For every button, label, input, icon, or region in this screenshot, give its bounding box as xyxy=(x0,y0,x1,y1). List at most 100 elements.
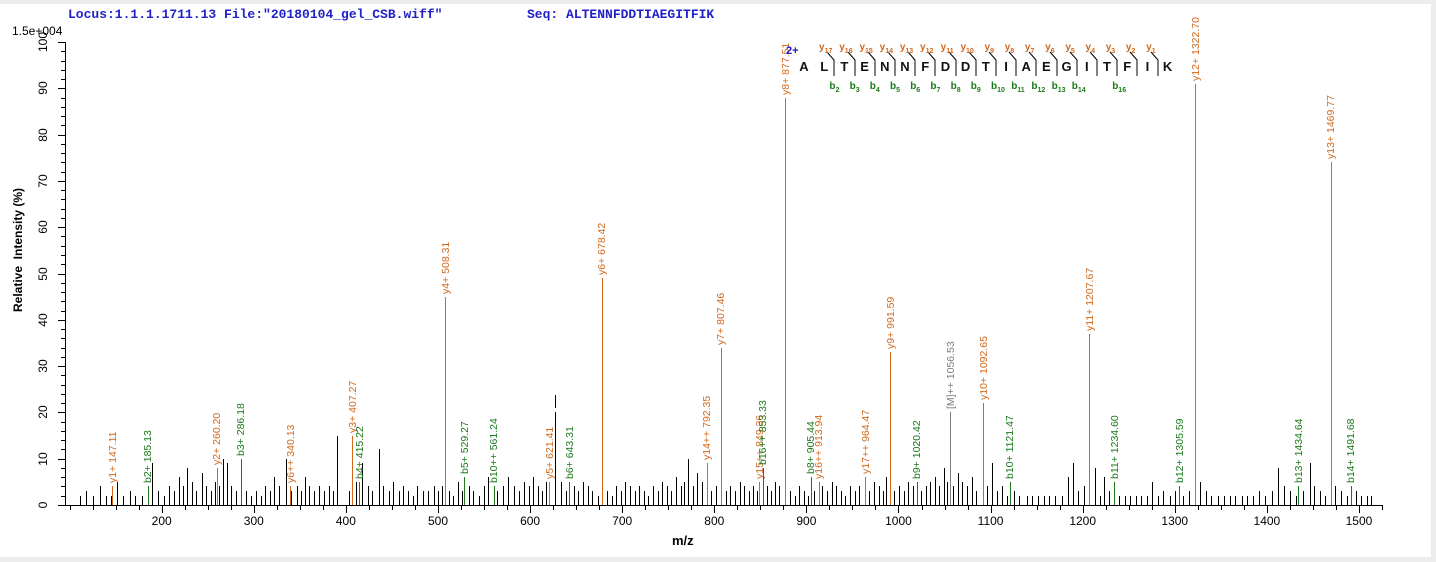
y-tick-label: 50 xyxy=(36,266,50,281)
noise-peak xyxy=(497,491,499,505)
noise-peak xyxy=(822,486,824,505)
noise-peak xyxy=(934,477,936,505)
noise-peak xyxy=(309,486,311,505)
annotated-peak xyxy=(1179,486,1181,505)
y-minor-tick xyxy=(61,421,65,423)
noise-peak xyxy=(1072,463,1074,505)
y-minor-tick xyxy=(61,301,65,303)
noise-peak xyxy=(692,486,694,505)
noise-peak xyxy=(944,467,946,505)
x-minor-tick xyxy=(829,506,831,510)
fragment-divider xyxy=(867,51,876,76)
x-minor-tick xyxy=(184,506,186,510)
residue-letter: D xyxy=(940,59,951,74)
noise-peak xyxy=(908,481,910,505)
x-minor-tick xyxy=(645,506,647,510)
noise-peak xyxy=(874,481,876,505)
noise-peak xyxy=(840,491,842,505)
noise-peak xyxy=(524,481,526,505)
y-minor-tick xyxy=(61,329,65,331)
noise-peak xyxy=(676,477,678,505)
y-minor-tick xyxy=(61,199,65,201)
noise-peak xyxy=(1163,491,1165,505)
noise-peak xyxy=(869,491,871,505)
noise-peak xyxy=(1054,495,1056,505)
noise-peak xyxy=(372,491,374,505)
peak-label: b9+ 1020.42 xyxy=(911,420,924,479)
y-minor-tick xyxy=(61,245,65,247)
y-ion-label: y1 xyxy=(1146,42,1156,55)
y-minor-tick xyxy=(61,310,65,312)
b-ion-label: b14 xyxy=(1071,81,1086,94)
fragment-divider xyxy=(948,51,957,76)
noise-peak xyxy=(291,491,293,505)
noise-peak xyxy=(1061,495,1063,505)
annotated-peak xyxy=(890,352,892,505)
y-minor-tick xyxy=(61,254,65,256)
annotated-peak xyxy=(983,403,985,505)
noise-peak xyxy=(684,481,686,505)
noise-peak xyxy=(328,486,330,505)
noise-peak xyxy=(578,491,580,505)
y-minor-tick xyxy=(61,467,65,469)
noise-peak xyxy=(1189,491,1190,505)
annotated-peak xyxy=(759,481,761,505)
residue-letter: A xyxy=(1021,59,1031,74)
x-minor-tick xyxy=(1197,506,1199,510)
residue-letter: E xyxy=(860,59,869,74)
y-major-tick xyxy=(58,458,65,460)
noise-peak xyxy=(168,486,170,505)
noise-peak xyxy=(1355,491,1357,505)
x-tick-label: 600 xyxy=(520,514,541,528)
noise-peak xyxy=(1271,491,1273,505)
noise-peak xyxy=(715,486,717,505)
y-minor-tick xyxy=(61,125,65,127)
x-major-tick xyxy=(714,506,716,513)
x-tick-label: 1400 xyxy=(1253,514,1281,528)
noise-peak xyxy=(639,486,641,505)
residue-letter: F xyxy=(921,59,930,74)
noise-peak xyxy=(1235,495,1237,505)
y-tick-label: 70 xyxy=(36,174,50,188)
noise-peak xyxy=(991,463,993,505)
y-minor-tick xyxy=(61,440,65,442)
noise-peak xyxy=(1309,463,1311,505)
y-minor-tick xyxy=(61,347,65,349)
noise-peak xyxy=(256,491,258,505)
noise-peak xyxy=(468,486,470,505)
fragment-divider xyxy=(847,51,856,76)
noise-peak xyxy=(438,491,440,505)
y-minor-tick xyxy=(61,97,65,99)
peak-label: y9+ 991.59 xyxy=(884,296,897,350)
noise-peak xyxy=(1032,495,1034,505)
fragment-divider xyxy=(827,51,835,76)
residue-letter: K xyxy=(1162,59,1173,74)
y-tick-label: 90 xyxy=(36,81,50,95)
noise-peak xyxy=(508,477,510,505)
y-ion-label: y12 xyxy=(920,42,934,55)
noise-peak xyxy=(367,486,369,505)
annotated-peak xyxy=(147,486,149,505)
noise-peak xyxy=(1078,491,1080,505)
noise-peak xyxy=(1253,495,1255,505)
noise-peak xyxy=(226,463,228,505)
noise-peak xyxy=(987,486,989,505)
noise-peak xyxy=(850,486,852,505)
window-chrome-right xyxy=(1431,0,1436,562)
annotated-peak xyxy=(720,347,722,505)
noise-peak xyxy=(1084,486,1086,505)
noise-peak xyxy=(519,491,521,505)
noise-peak xyxy=(191,481,193,505)
annotated-peak xyxy=(493,486,495,505)
noise-peak xyxy=(597,495,599,505)
fragment-divider xyxy=(968,51,977,76)
x-minor-tick xyxy=(553,506,555,510)
noise-peak xyxy=(1183,495,1185,505)
noise-peak xyxy=(296,486,298,505)
annotated-peak xyxy=(950,412,952,505)
noise-peak xyxy=(537,486,539,505)
noise-peak xyxy=(894,491,896,505)
residue-letter: F xyxy=(1123,59,1132,74)
y-axis-line xyxy=(65,42,66,505)
